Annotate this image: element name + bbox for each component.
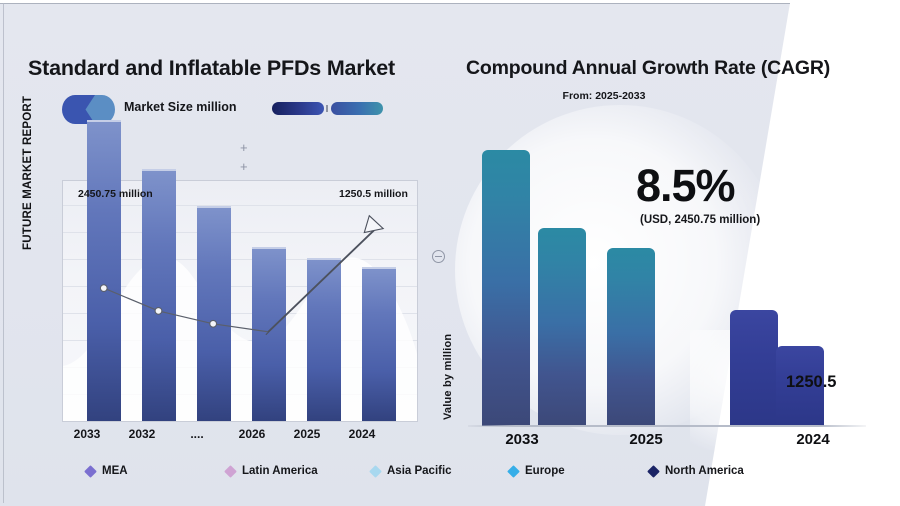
right-bar-2033-primary (482, 150, 530, 426)
left-chart-title: Standard and Inflatable PFDs Market (28, 56, 395, 80)
legend-marker-latin-america (224, 464, 237, 478)
header-pill-primary (272, 102, 324, 115)
xtick-ellipsis: .... (190, 427, 204, 441)
cagr-note: (USD, 2450.75 million) (640, 214, 761, 226)
right-bar-2024-value-label: 1250.5 (786, 373, 837, 391)
xtick-2033: 2033 (73, 427, 101, 441)
left-chart-plot-area (62, 120, 418, 422)
xtick-2025: 2025 (293, 427, 321, 441)
hexagon-logo-icon (62, 95, 115, 124)
legend-label-mea: MEA (102, 465, 128, 477)
legend-marker-north-america (647, 464, 660, 478)
right-xtick-2025: 2025 (629, 431, 663, 448)
panel-left-border (3, 3, 4, 503)
circle-minus-icon (432, 250, 445, 263)
left-axis-title: FUTURE MARKET REPORT (22, 95, 34, 250)
legend-item-mea[interactable]: MEA (84, 464, 226, 478)
header-pill-separator (326, 105, 328, 112)
left-chart-end-value-label: 1250.5 million (339, 188, 408, 200)
right-chart-subtitle: From: 2025-2033 (562, 90, 646, 102)
right-bar-2025-primary (607, 248, 655, 426)
left-legend-caption: Market Size million (124, 100, 237, 114)
xtick-2026: 2026 (238, 427, 266, 441)
plus-mark-2: + (240, 159, 248, 174)
legend-item-north-america[interactable]: North America (647, 464, 744, 478)
right-bar-2024-secondary (776, 346, 824, 426)
right-chart-plot-area (468, 150, 866, 426)
plus-mark-1: + (240, 140, 248, 155)
legend-marker-mea (84, 464, 97, 478)
right-chart-title: Compound Annual Growth Rate (CAGR) (466, 57, 831, 79)
xtick-2032: 2032 (128, 427, 156, 441)
panel-top-border (0, 3, 790, 4)
bar-2024 (362, 267, 396, 421)
legend-label-europe: Europe (525, 465, 565, 477)
bar-2025 (307, 258, 341, 421)
bar-2033 (87, 120, 121, 421)
legend-marker-europe (507, 464, 520, 478)
left-chart-start-value-label: 2450.75 million (78, 188, 153, 200)
right-bar-2024-primary (730, 310, 778, 426)
legend-label-latin-america: Latin America (242, 465, 318, 477)
legend-item-asia-pacific[interactable]: Asia Pacific (369, 464, 509, 478)
cagr-value: 8.5% (636, 160, 736, 211)
bar-2026 (252, 247, 286, 421)
right-xtick-2024: 2024 (796, 431, 830, 448)
header-pill-secondary (331, 102, 383, 115)
legend-marker-asia-pacific (369, 464, 382, 478)
footer-legend: MEA Latin America Asia Pacific Europe No… (84, 464, 744, 478)
right-xtick-2033: 2033 (505, 431, 539, 448)
legend-label-asia-pacific: Asia Pacific (387, 465, 452, 477)
legend-label-north-america: North America (665, 465, 744, 477)
legend-item-latin-america[interactable]: Latin America (224, 464, 371, 478)
right-chart-baseline (468, 425, 866, 427)
bar-2032 (142, 169, 176, 421)
right-bar-2033-secondary (538, 228, 586, 426)
left-chart-secondary-axis-title: Value by million (442, 333, 454, 420)
bar-dots (197, 206, 231, 421)
legend-item-europe[interactable]: Europe (507, 464, 649, 478)
trend-line-and-growth-arrow (99, 214, 385, 336)
xtick-2024: 2024 (348, 427, 376, 441)
